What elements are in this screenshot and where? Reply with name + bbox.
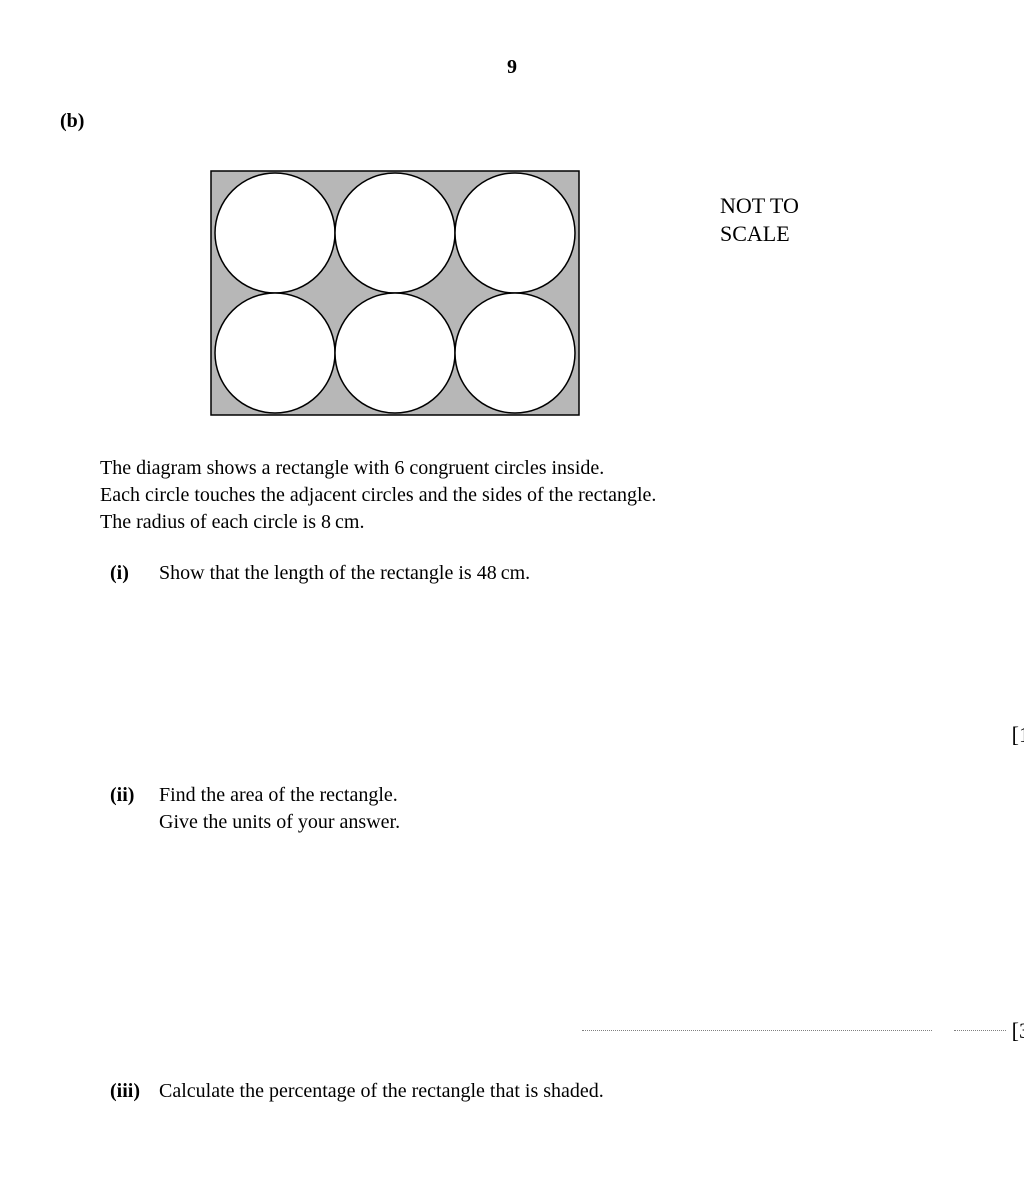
question-description: The diagram shows a rectangle with 6 con…	[100, 455, 656, 536]
subpart-i-text: Show that the length of the rectangle is…	[159, 560, 530, 587]
diagram-circle-4	[215, 293, 335, 413]
diagram-circle-3	[455, 173, 575, 293]
description-line-3: The radius of each circle is 8 cm.	[100, 509, 656, 536]
marks-ii: [3	[1012, 1018, 1024, 1044]
diagram-circles-in-rectangle	[210, 170, 580, 421]
subpart-i: (i) Show that the length of the rectangl…	[110, 560, 530, 587]
diagram-svg	[210, 170, 580, 416]
diagram-circle-5	[335, 293, 455, 413]
subpart-i-marker: (i)	[110, 560, 154, 587]
not-to-scale-label: NOT TO SCALE	[720, 192, 799, 247]
page-number: 9	[0, 56, 1024, 79]
diagram-circle-2	[335, 173, 455, 293]
not-to-scale-line2: SCALE	[720, 220, 799, 248]
subpart-iii: (iii) Calculate the percentage of the re…	[110, 1078, 604, 1105]
subpart-iii-text: Calculate the percentage of the rectangl…	[159, 1078, 604, 1105]
exam-page: 9 (b) NOT TO SCALE The diagram shows a r…	[0, 0, 1024, 1179]
subpart-ii: (ii) Find the area of the rectangle. Giv…	[110, 782, 400, 836]
subpart-ii-marker: (ii)	[110, 782, 154, 809]
marks-i: [1	[1012, 722, 1024, 748]
subpart-iii-marker: (iii)	[110, 1078, 154, 1105]
answer-line-ii	[582, 1030, 932, 1031]
subpart-ii-line1: Find the area of the rectangle.	[159, 784, 398, 806]
description-line-2: Each circle touches the adjacent circles…	[100, 482, 656, 509]
diagram-circle-6	[455, 293, 575, 413]
part-label-b: (b)	[60, 110, 84, 133]
subpart-ii-body: Find the area of the rectangle. Give the…	[159, 782, 400, 836]
answer-line-ii-units	[954, 1030, 1006, 1031]
diagram-circle-1	[215, 173, 335, 293]
description-line-1: The diagram shows a rectangle with 6 con…	[100, 455, 656, 482]
subpart-ii-line2: Give the units of your answer.	[159, 811, 400, 833]
not-to-scale-line1: NOT TO	[720, 192, 799, 220]
